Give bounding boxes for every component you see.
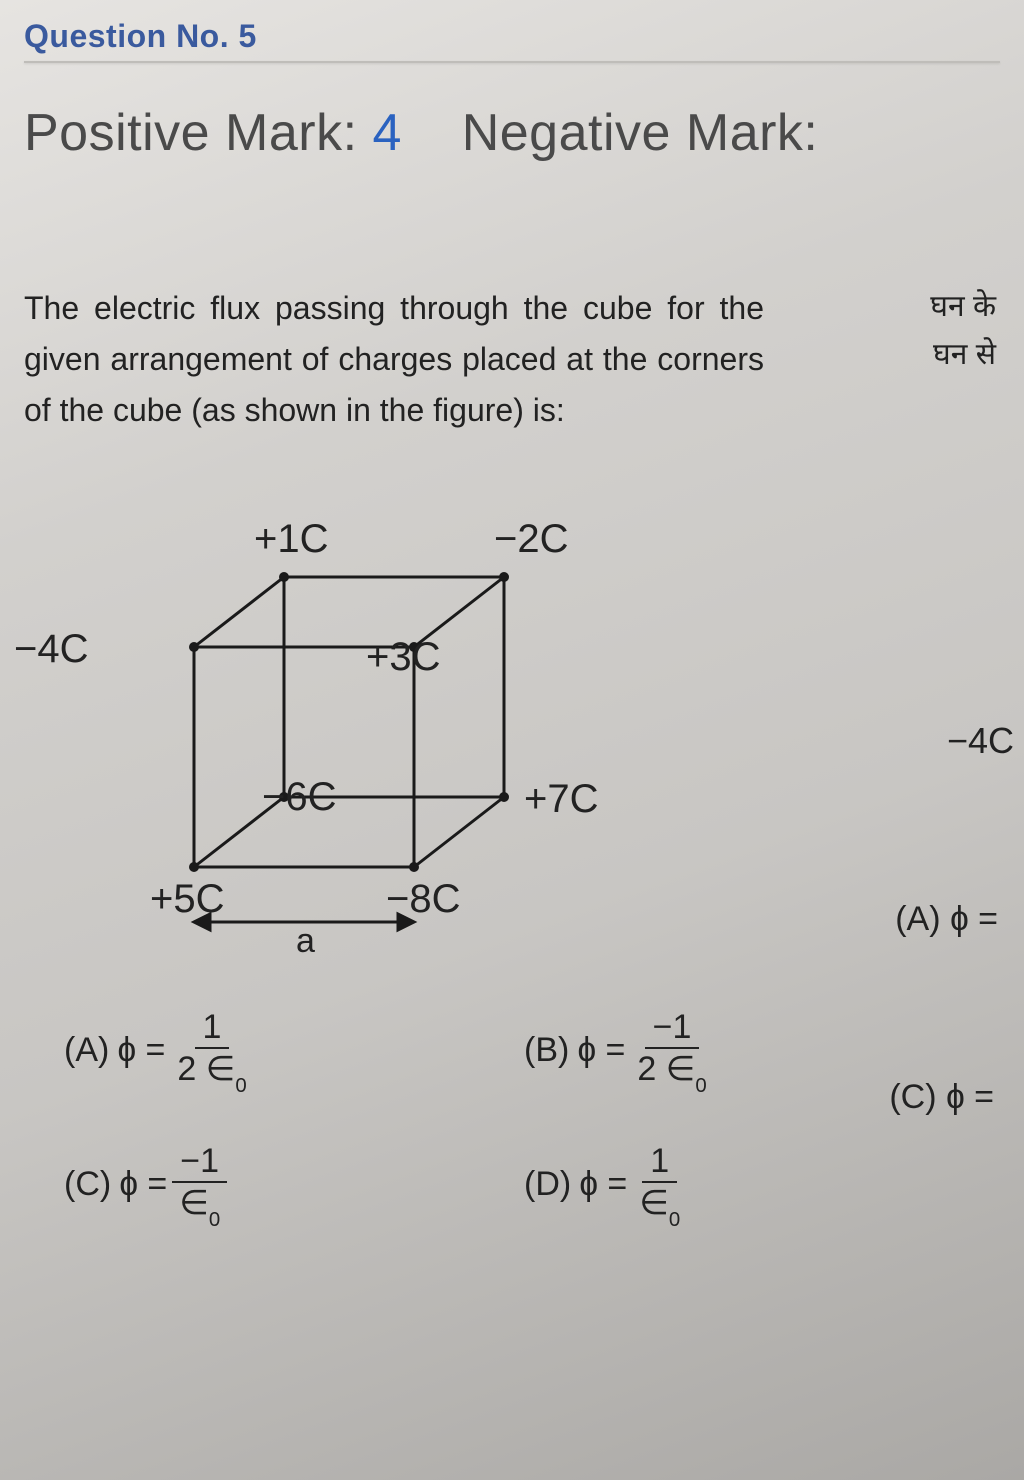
option-a-prefix: ɸ = [117, 1031, 165, 1070]
option-b-letter: (B) [524, 1031, 569, 1070]
charge-minus-4c: −4C [14, 627, 89, 672]
option-d-num: 1 [642, 1141, 677, 1184]
option-d-den: ∈ [639, 1184, 669, 1222]
option-c[interactable]: (C) ɸ = −1 ∈0 [64, 1141, 424, 1229]
option-c-letter: (C) [64, 1165, 111, 1204]
side-length-label: a [296, 922, 315, 957]
option-c-prefix: ɸ = [119, 1165, 167, 1204]
charge-minus-8c: −8C [386, 877, 461, 922]
option-a-letter: (A) [64, 1031, 109, 1070]
option-b[interactable]: (B) ɸ = −1 2 ∈0 [524, 1007, 824, 1095]
option-a[interactable]: (A) ɸ = 1 2 ∈0 [64, 1007, 424, 1095]
right-option-c-partial: (C) ɸ = [889, 1036, 994, 1158]
option-d-prefix: ɸ = [579, 1165, 627, 1204]
option-a-den: 2 ∈ [177, 1050, 235, 1088]
positive-mark-label: Positive Mark: [24, 104, 358, 162]
option-c-num: −1 [172, 1141, 227, 1184]
option-c-den: ∈ [179, 1184, 209, 1222]
option-a-num: 1 [195, 1007, 230, 1050]
charge-minus-6c: −6C [262, 775, 337, 820]
question-text-english: The electric flux passing through the cu… [24, 283, 764, 437]
hindi-line-1: घन के [930, 283, 996, 331]
option-b-den: 2 ∈ [637, 1050, 695, 1088]
right-option-a-partial: (A) ɸ = [895, 900, 998, 939]
header-divider [24, 61, 1000, 63]
positive-mark-value: 4 [372, 104, 401, 162]
charge-plus-5c: +5C [150, 877, 225, 922]
charge-plus-7c: +7C [524, 777, 599, 822]
options-grid: (A) ɸ = 1 2 ∈0 (B) ɸ = −1 2 ∈0 (C) ɸ = [64, 1007, 1000, 1229]
option-d[interactable]: (D) ɸ = 1 ∈0 [524, 1141, 824, 1229]
charge-plus-1c: +1C [254, 517, 329, 562]
hindi-line-2: घन से [930, 331, 996, 379]
side-label-minus4: −4C [947, 720, 1014, 762]
negative-mark-label: Negative Mark: [462, 104, 819, 162]
charge-plus-3c: +3C [366, 635, 441, 680]
question-text-hindi: घन के घन से [930, 283, 1000, 437]
option-d-letter: (D) [524, 1165, 571, 1204]
option-b-num: −1 [645, 1007, 700, 1050]
cube-diagram: a +1C −2C −4C +3C −6C +7C +5C −8C [64, 477, 624, 957]
option-b-prefix: ɸ = [577, 1031, 625, 1070]
marks-line: Positive Mark: 4 Negative Mark: [24, 103, 1000, 163]
charge-minus-2c: −2C [494, 517, 569, 562]
partial-question-header: Question No. 5 [24, 18, 1000, 55]
